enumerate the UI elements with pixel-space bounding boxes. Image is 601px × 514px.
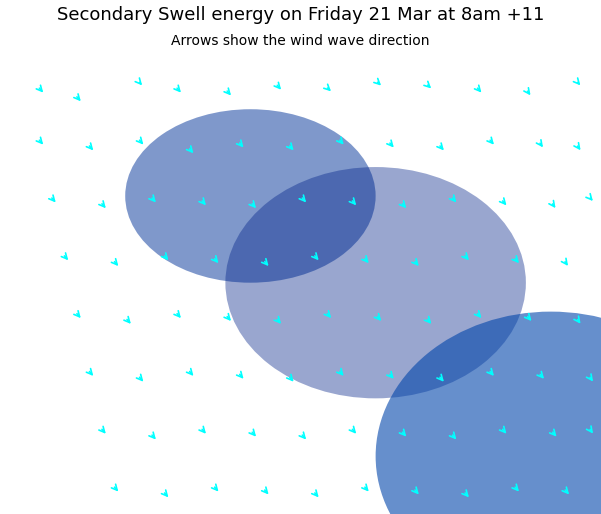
Ellipse shape xyxy=(125,109,376,283)
Text: Arrows show the wind wave direction: Arrows show the wind wave direction xyxy=(171,34,430,48)
Ellipse shape xyxy=(225,167,526,398)
Ellipse shape xyxy=(376,311,601,514)
Text: Secondary Swell energy on Friday 21 Mar at 8am +11: Secondary Swell energy on Friday 21 Mar … xyxy=(57,6,544,25)
